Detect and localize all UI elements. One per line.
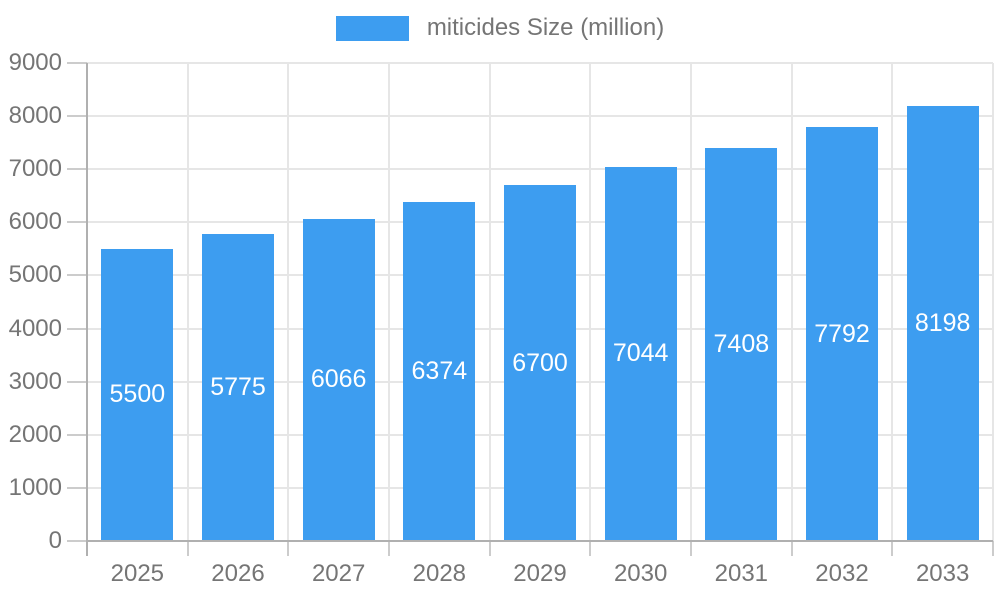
y-axis-tick xyxy=(67,115,87,118)
y-axis-labels: 0 1000 2000 3000 4000 5000 6000 7000 8000 9000 xyxy=(0,49,62,554)
x-axis-labels: 2025 2026 2027 2028 2029 2030 2031 2032 2033 xyxy=(87,559,993,589)
x-axis-category-label: 2025 xyxy=(110,560,165,587)
bar-value-label: 7408 xyxy=(713,329,770,358)
x-axis-tick xyxy=(589,541,592,556)
y-axis-tick xyxy=(67,274,87,277)
y-axis-tick xyxy=(67,62,87,64)
legend-label: miticides Size (million) xyxy=(426,14,665,41)
gridline-horizontal xyxy=(87,115,993,118)
x-axis-category-label: 2026 xyxy=(211,560,265,587)
bar-value-label: 8198 xyxy=(914,308,971,337)
x-axis-category-label: 2032 xyxy=(815,560,869,587)
x-axis-category-label: 2027 xyxy=(311,560,366,587)
y-axis-tick xyxy=(67,433,87,436)
bar[interactable]: 8198 xyxy=(906,105,979,541)
y-axis-tick xyxy=(67,221,87,224)
y-axis-tick xyxy=(67,327,87,330)
gridline-vertical xyxy=(388,63,390,541)
x-axis-category-label: 2030 xyxy=(613,560,668,587)
y-axis-tick-label: 1000 xyxy=(8,473,62,501)
y-axis-tick-label: 5000 xyxy=(8,261,62,289)
y-axis-tick xyxy=(67,540,87,542)
gridline-vertical xyxy=(488,63,491,541)
x-axis-tick xyxy=(992,541,994,556)
x-axis-category-label: 2033 xyxy=(915,560,970,587)
gridline-vertical xyxy=(790,63,793,541)
gridline-horizontal xyxy=(87,168,993,171)
y-axis-ticks xyxy=(67,62,87,542)
bar[interactable]: 5500 xyxy=(101,248,174,541)
y-axis-tick-label: 0 xyxy=(48,527,62,554)
bar[interactable]: 7408 xyxy=(705,147,778,541)
x-axis-tick xyxy=(891,541,894,556)
plot-area: 5500 5775 6066 6374 6700 7044 7408 7792 8198 xyxy=(87,62,994,541)
legend[interactable]: miticides Size (million) xyxy=(0,14,1000,42)
bar-value-label: 5500 xyxy=(109,380,166,409)
gridline-horizontal xyxy=(87,62,993,64)
gridline-vertical xyxy=(690,63,692,541)
y-axis-tick-label: 2000 xyxy=(8,420,62,448)
x-axis-tick xyxy=(388,541,390,556)
y-axis-tick-label: 4000 xyxy=(8,314,62,342)
bar[interactable]: 7792 xyxy=(806,127,878,541)
x-axis-tick xyxy=(287,541,290,556)
bar-value-label: 6700 xyxy=(512,348,568,377)
y-axis-tick xyxy=(67,380,87,383)
x-axis-tick xyxy=(790,541,793,556)
y-axis-tick-label: 7000 xyxy=(8,155,62,183)
bar-value-label: 7792 xyxy=(814,319,870,348)
x-axis-category-label: 2029 xyxy=(513,560,567,587)
gridline-vertical xyxy=(287,63,290,541)
x-axis-tick xyxy=(690,541,692,556)
x-axis-category-label: 2028 xyxy=(412,560,467,587)
legend-swatch-icon xyxy=(335,15,409,41)
y-axis-tick xyxy=(67,168,87,171)
gridline-vertical xyxy=(891,63,894,541)
x-axis-tick xyxy=(186,541,189,556)
bar-value-label: 5775 xyxy=(210,373,266,402)
gridline-vertical xyxy=(186,63,189,541)
y-axis-tick xyxy=(67,486,87,489)
gridline-vertical xyxy=(992,63,994,541)
bar[interactable]: 6374 xyxy=(403,202,476,541)
y-axis-tick-label: 9000 xyxy=(8,49,62,76)
x-axis-tick xyxy=(488,541,491,556)
bar-value-label: 7044 xyxy=(612,339,669,368)
bar-value-label: 6066 xyxy=(310,365,367,394)
y-axis-tick-label: 3000 xyxy=(8,367,62,395)
y-axis-line xyxy=(86,63,88,556)
y-axis-tick-label: 8000 xyxy=(8,102,62,130)
x-axis-ticks xyxy=(87,541,994,556)
x-axis-baseline xyxy=(87,540,993,542)
bar[interactable]: 6066 xyxy=(302,218,375,541)
x-axis-category-label: 2031 xyxy=(714,560,769,587)
bar[interactable]: 7044 xyxy=(604,166,677,541)
y-axis-tick-label: 6000 xyxy=(8,208,62,236)
bar[interactable]: 5775 xyxy=(202,234,274,541)
bar-value-label: 6374 xyxy=(411,357,468,386)
gridline-vertical xyxy=(589,63,592,541)
bar[interactable]: 6700 xyxy=(504,185,576,541)
